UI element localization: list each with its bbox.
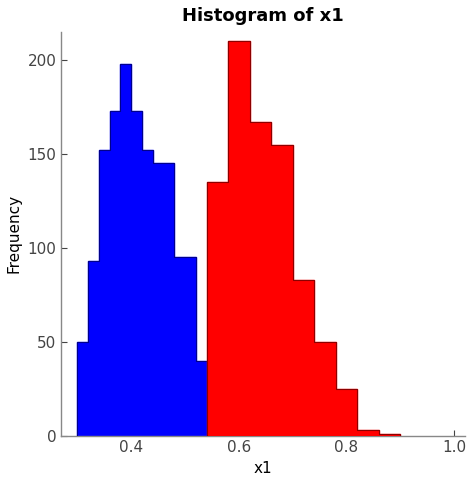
X-axis label: x1: x1 bbox=[254, 461, 273, 476]
Title: Histogram of x1: Histogram of x1 bbox=[182, 7, 344, 25]
Polygon shape bbox=[207, 42, 400, 436]
Y-axis label: Frequency: Frequency bbox=[7, 194, 22, 273]
Polygon shape bbox=[77, 64, 239, 436]
